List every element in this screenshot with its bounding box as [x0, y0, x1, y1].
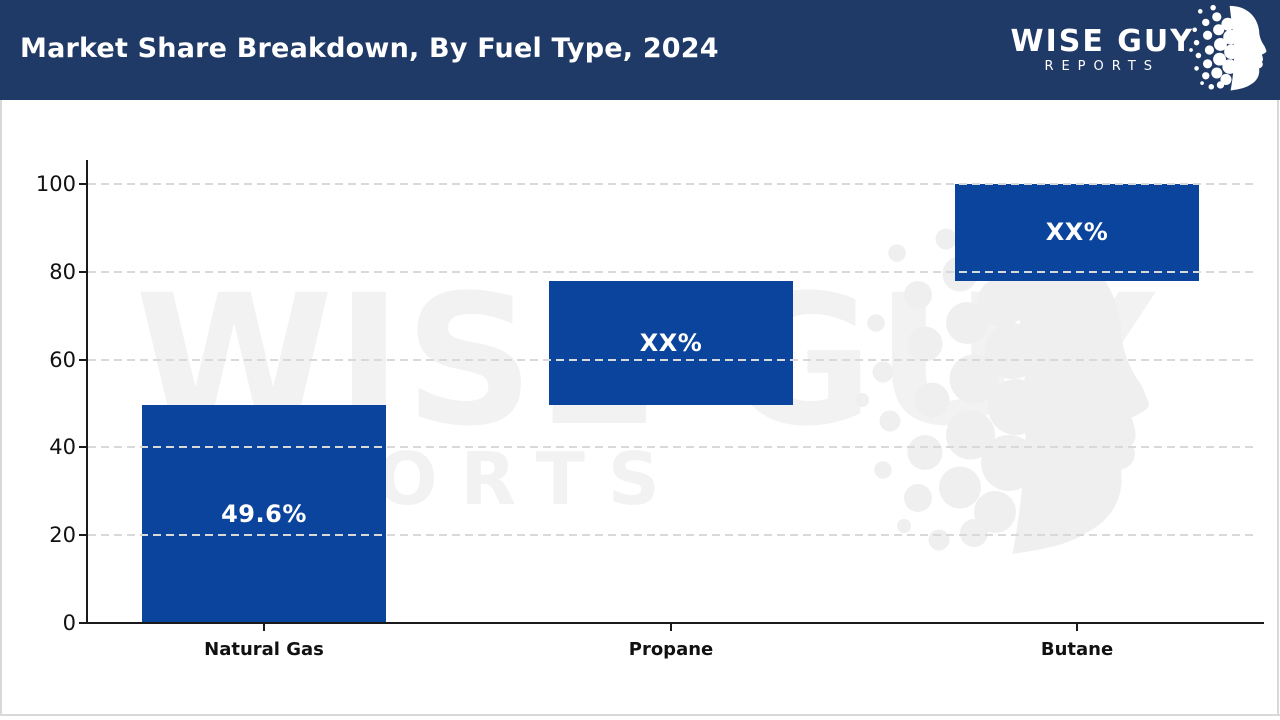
gridline [88, 183, 1258, 185]
y-tick-label: 60 [49, 347, 76, 372]
y-tick-mark [79, 358, 88, 361]
x-tick-mark [670, 624, 672, 631]
y-tick-mark [79, 534, 88, 537]
bar-butane: XX% [955, 184, 1199, 281]
bar-value-label: XX% [1045, 218, 1109, 247]
bar-value-label: 49.6% [221, 500, 307, 529]
y-tick-mark [79, 622, 88, 624]
bar-natural-gas: 49.6% [142, 405, 386, 623]
x-tick-mark [1076, 624, 1078, 631]
dot-face-profile-icon [1189, 4, 1267, 91]
y-axis-spine [86, 160, 88, 624]
y-tick-label: 80 [49, 259, 76, 284]
y-tick-label: 100 [35, 172, 76, 196]
card-border-bottom [0, 714, 1280, 716]
gridline [88, 358, 1258, 361]
bar-value-label: XX% [639, 328, 703, 357]
y-tick-label: 20 [49, 523, 76, 548]
brand-subtitle: REPORTS [1044, 59, 1161, 75]
x-axis-label-propane: Propane [628, 639, 714, 660]
y-tick-label: 40 [49, 435, 76, 460]
x-axis-label-natural-gas: Natural Gas [204, 639, 324, 660]
y-tick-mark [79, 446, 88, 449]
brand-name: WISE GUY [1010, 23, 1194, 59]
card-border-right [1277, 100, 1279, 716]
chart-title: Market Share Breakdown, By Fuel Type, 20… [20, 33, 719, 64]
brand-logo-text: WISE GUY REPORTS [1010, 26, 1194, 75]
card-border-left [0, 100, 2, 716]
brand-logo: WISE GUY REPORTS [1010, 2, 1272, 98]
gridline [88, 270, 1258, 273]
watermark-dot-face-icon [855, 228, 1149, 554]
gridline [88, 534, 1258, 537]
header-bar: Market Share Breakdown, By Fuel Type, 20… [0, 0, 1280, 100]
y-tick-mark [79, 270, 88, 273]
y-tick-label: 0 [62, 611, 76, 635]
x-axis-label-butane: Butane [1040, 639, 1114, 660]
bar-propane: XX% [549, 280, 793, 406]
x-tick-mark [263, 624, 265, 631]
x-axis-spine [86, 622, 1264, 624]
y-tick-mark [79, 183, 88, 185]
gridline [88, 446, 1258, 449]
